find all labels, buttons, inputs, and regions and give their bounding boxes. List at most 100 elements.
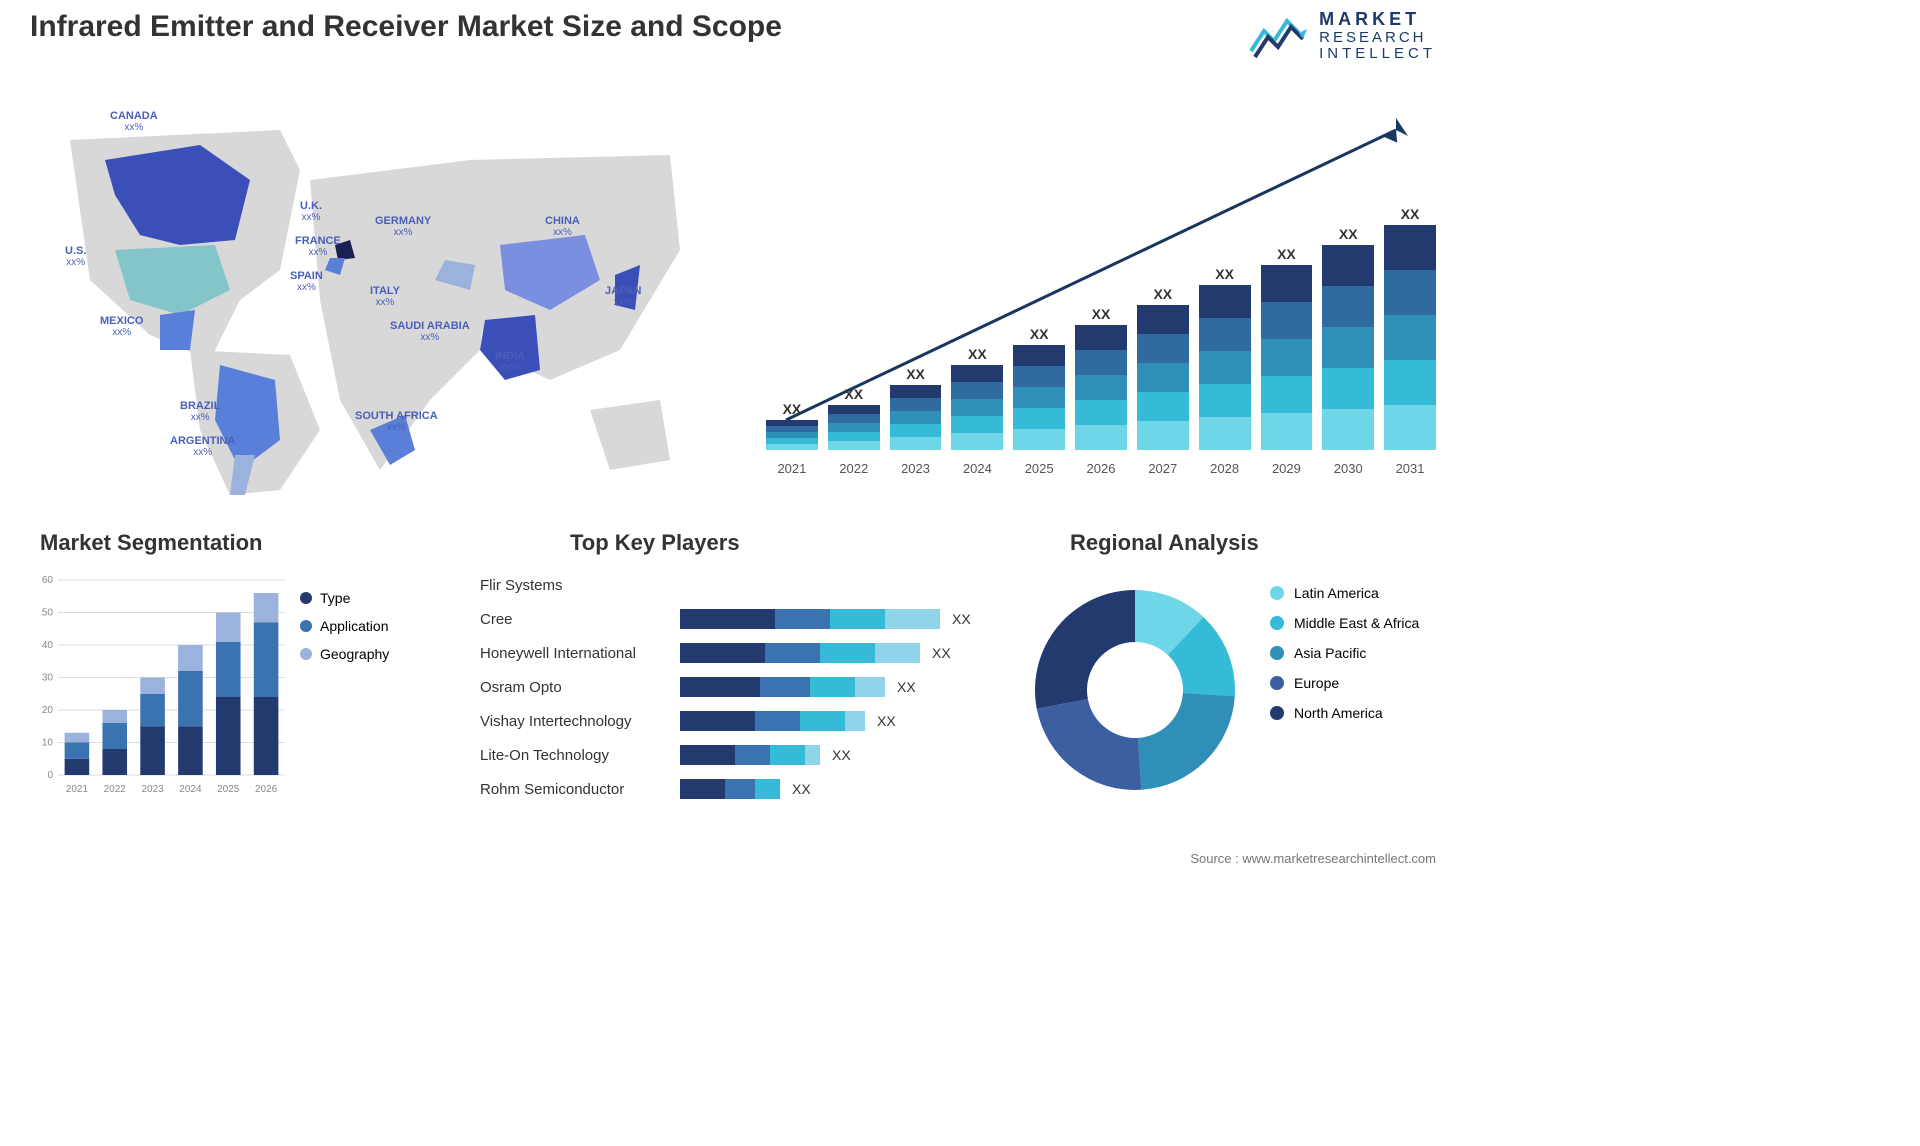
- bar-value-label: XX: [1153, 286, 1172, 302]
- seg-bar-segment: [216, 613, 241, 642]
- legend-dot-icon: [300, 620, 312, 632]
- bar-value-label: XX: [1401, 206, 1420, 222]
- legend-dot-icon: [1270, 676, 1284, 690]
- map-label: GERMANYxx%: [375, 215, 431, 238]
- map-label: CANADAxx%: [110, 110, 158, 133]
- bar-segment: [828, 405, 880, 414]
- bar-segment: [1384, 360, 1436, 405]
- bar-segment: [1384, 270, 1436, 315]
- map-label: FRANCExx%: [295, 235, 341, 258]
- bar-segment: [1322, 245, 1374, 286]
- player-bar: [680, 643, 920, 663]
- player-value: XX: [897, 679, 916, 695]
- bar-stack: [1075, 325, 1127, 450]
- bar-year-label: 2024: [951, 461, 1003, 476]
- main-bar-column: XX2025: [1013, 326, 1065, 450]
- seg-bar-segment: [178, 726, 203, 775]
- legend-label: Geography: [320, 646, 389, 662]
- legend-label: Middle East & Africa: [1294, 615, 1419, 631]
- seg-bar-segment: [140, 678, 165, 694]
- bar-stack: [1384, 225, 1436, 450]
- map-label: BRAZILxx%: [180, 400, 220, 423]
- bar-segment: [890, 437, 942, 450]
- bar-value-label: XX: [906, 366, 925, 382]
- bar-segment: [1013, 408, 1065, 429]
- bar-segment: [890, 411, 942, 424]
- bar-value-label: XX: [1277, 246, 1296, 262]
- map-label: SOUTH AFRICAxx%: [355, 410, 438, 433]
- player-row: Vishay IntertechnologyXX: [480, 704, 980, 738]
- bar-year-label: 2026: [1075, 461, 1127, 476]
- bar-value-label: XX: [1215, 266, 1234, 282]
- page-title: Infrared Emitter and Receiver Market Siz…: [30, 10, 782, 44]
- player-bar-segment: [875, 643, 920, 663]
- seg-bar-segment: [178, 645, 203, 671]
- bar-year-label: 2028: [1199, 461, 1251, 476]
- bar-segment: [1075, 400, 1127, 425]
- bar-stack: [1261, 265, 1313, 450]
- seg-bar-segment: [254, 622, 279, 697]
- seg-bar-segment: [102, 710, 127, 723]
- seg-bar-segment: [102, 723, 127, 749]
- player-row: CreeXX: [480, 602, 980, 636]
- svg-text:2024: 2024: [179, 784, 202, 795]
- bar-year-label: 2030: [1322, 461, 1374, 476]
- player-bar: [680, 677, 885, 697]
- svg-text:2026: 2026: [255, 784, 278, 795]
- logo-icon: [1249, 11, 1309, 61]
- player-bar-segment: [830, 609, 885, 629]
- player-bar: [680, 745, 820, 765]
- bar-segment: [1199, 384, 1251, 417]
- world-map: CANADAxx%U.S.xx%MEXICOxx%BRAZILxx%ARGENT…: [30, 100, 690, 500]
- segmentation-chart: 0102030405060202120222023202420252026: [30, 570, 290, 800]
- bar-segment: [1384, 315, 1436, 360]
- player-value: XX: [792, 781, 811, 797]
- bar-segment: [1261, 339, 1313, 376]
- main-bar-column: XX2022: [828, 386, 880, 450]
- bar-segment: [1322, 409, 1374, 450]
- seg-bar-segment: [216, 642, 241, 697]
- bar-year-label: 2023: [890, 461, 942, 476]
- map-label: U.S.xx%: [65, 245, 86, 268]
- bar-segment: [1199, 417, 1251, 450]
- svg-text:10: 10: [42, 738, 54, 749]
- player-bar-segment: [755, 779, 780, 799]
- bar-segment: [1261, 376, 1313, 413]
- legend-label: North America: [1294, 705, 1383, 721]
- players-title: Top Key Players: [570, 530, 740, 556]
- bar-segment: [828, 441, 880, 450]
- brand-logo: MARKET RESEARCH INTELLECT: [1249, 10, 1436, 63]
- main-bar-column: XX2030: [1322, 226, 1374, 450]
- map-country-shape: [160, 310, 195, 350]
- seg-bar-segment: [178, 671, 203, 726]
- seg-bar-segment: [102, 749, 127, 775]
- legend-dot-icon: [1270, 706, 1284, 720]
- legend-item: Type: [300, 590, 389, 606]
- regional-donut-chart: [1020, 575, 1250, 805]
- bar-segment: [1075, 350, 1127, 375]
- donut-slice: [1035, 590, 1135, 709]
- player-bar-segment: [680, 609, 775, 629]
- legend-label: Latin America: [1294, 585, 1379, 601]
- map-label: JAPANxx%: [605, 285, 641, 308]
- bar-segment: [951, 416, 1003, 433]
- bar-segment: [1199, 318, 1251, 351]
- player-name: Vishay Intertechnology: [480, 713, 680, 730]
- bar-segment: [1075, 325, 1127, 350]
- segmentation-title: Market Segmentation: [40, 530, 263, 556]
- legend-label: Type: [320, 590, 350, 606]
- svg-text:50: 50: [42, 608, 54, 619]
- player-bar: [680, 711, 865, 731]
- map-label: U.K.xx%: [300, 200, 322, 223]
- player-bar-segment: [775, 609, 830, 629]
- bar-value-label: XX: [783, 401, 802, 417]
- player-bar-segment: [725, 779, 755, 799]
- bar-segment: [1261, 413, 1313, 450]
- legend-label: Asia Pacific: [1294, 645, 1366, 661]
- bar-segment: [828, 423, 880, 432]
- bar-segment: [1261, 302, 1313, 339]
- bar-segment: [828, 414, 880, 423]
- bar-year-label: 2021: [766, 461, 818, 476]
- map-label: MEXICOxx%: [100, 315, 143, 338]
- player-bar-segment: [885, 609, 940, 629]
